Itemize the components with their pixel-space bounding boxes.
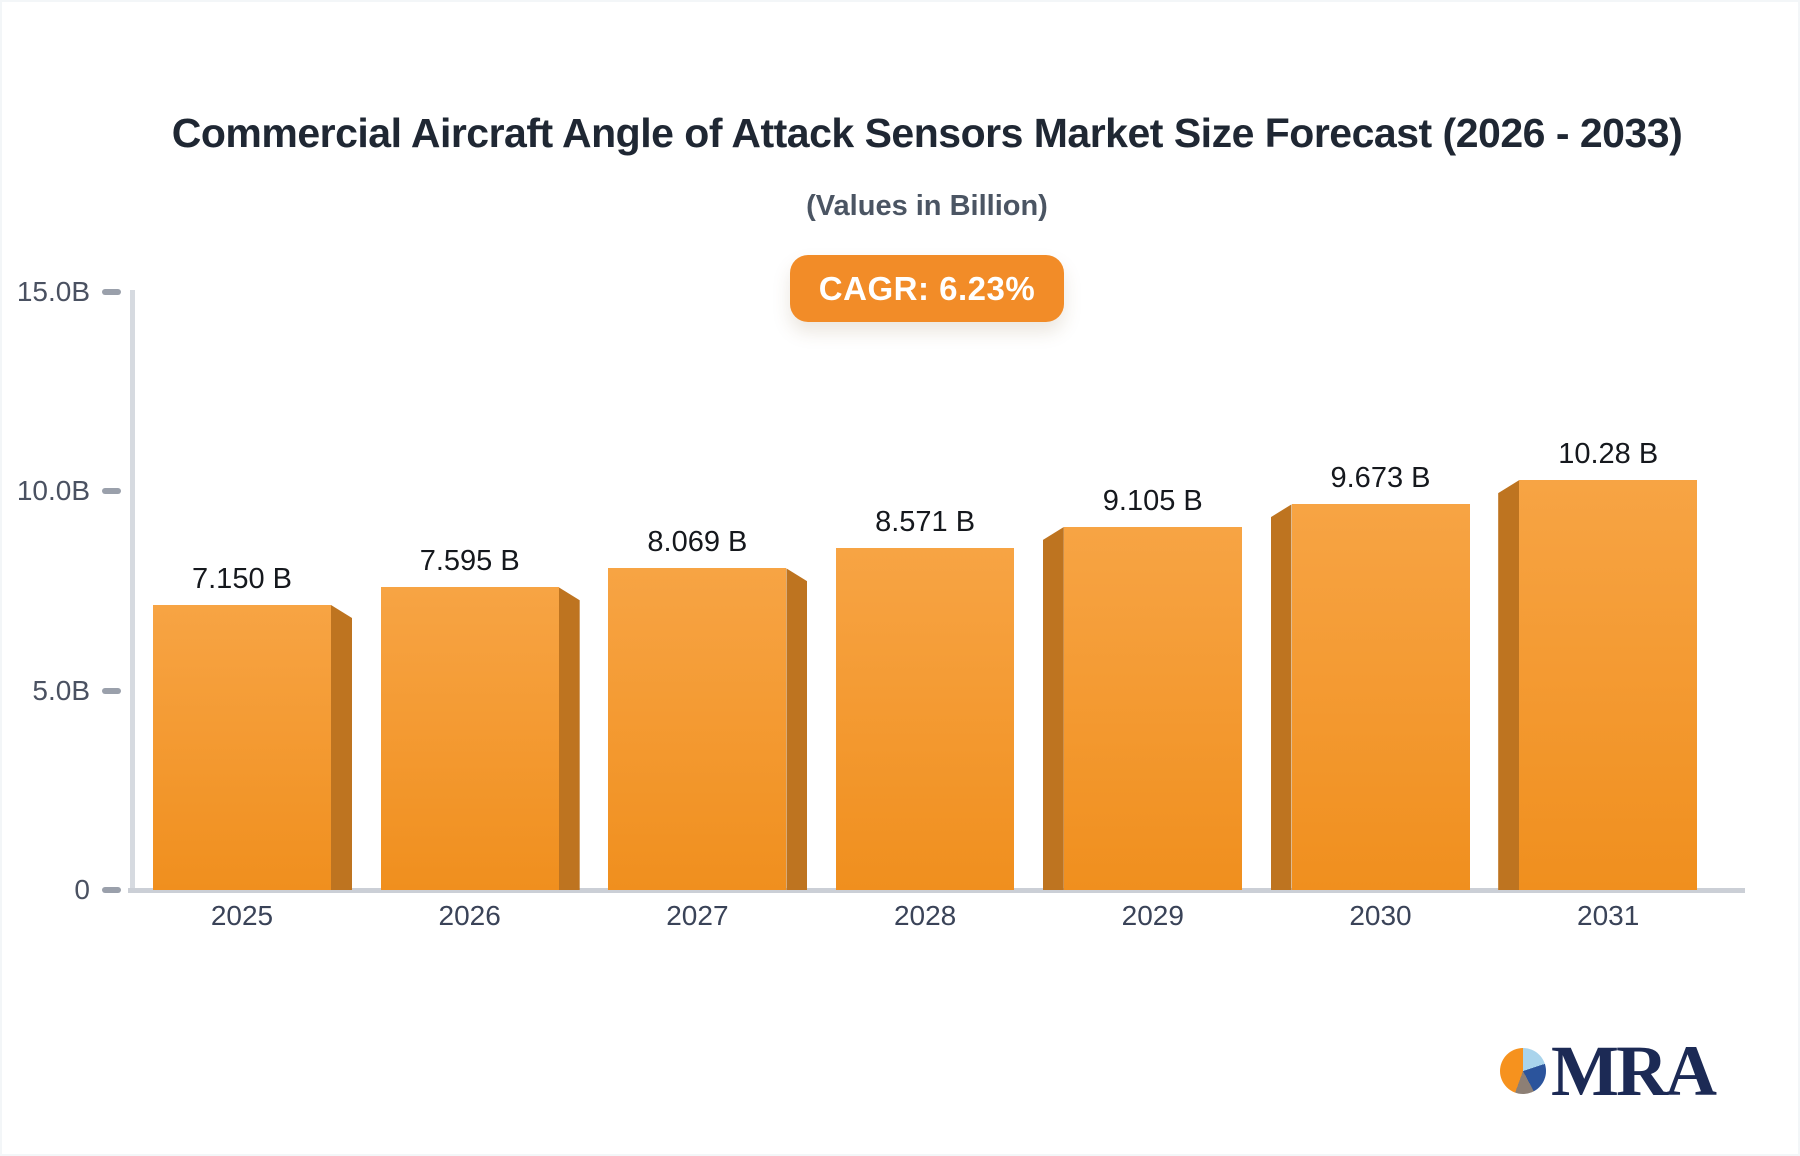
y-tick-label: 15.0B [16, 276, 90, 307]
logo-text: MRA [1551, 1031, 1717, 1111]
bar-3d-side [1498, 480, 1520, 890]
bar-3d-side [786, 568, 808, 890]
bar-value-label: 9.673 B [1330, 462, 1431, 495]
bar-3d-side [1042, 527, 1064, 890]
bar-value-label: 7.150 B [192, 562, 292, 595]
x-tick-label: 2025 [210, 900, 274, 931]
x-tick-label: 2030 [1349, 900, 1412, 931]
bar-value-label: 9.105 B [1102, 485, 1203, 517]
x-tick-label: 2031 [1577, 900, 1640, 931]
y-axis-line [130, 290, 135, 890]
mra-logo: MRA [1500, 1031, 1717, 1111]
bar-3d-side [331, 604, 352, 890]
x-tick-label: 2029 [1121, 900, 1184, 931]
x-axis-line [128, 888, 1745, 893]
y-tick-label: 0 [74, 874, 90, 905]
bar-2031[interactable] [1519, 480, 1698, 890]
pie-chart-logo-icon [1500, 1048, 1546, 1094]
cagr-badge: CAGR: 6.23% [790, 255, 1064, 322]
y-tick-mark [102, 488, 121, 495]
cagr-badge-label: CAGR: 6.23% [818, 269, 1036, 307]
bar-2025[interactable] [153, 604, 331, 890]
bar-2027[interactable] [608, 568, 787, 890]
x-tick-label: 2027 [666, 900, 729, 931]
bar-2029[interactable] [1063, 527, 1242, 890]
chart-title: Commercial Aircraft Angle of Attack Sens… [171, 110, 1683, 156]
bar-value-label: 8.069 B [647, 526, 748, 559]
bar-value-label: 7.595 B [419, 545, 520, 578]
y-tick-label: 10.0B [16, 475, 90, 507]
y-tick-mark [102, 687, 121, 694]
chart-subtitle: (Values in Billion) [806, 190, 1048, 222]
bar-value-label: 10.28 B [1558, 438, 1659, 471]
bar-3d-side [558, 587, 580, 890]
y-tick-label: 5.0B [32, 674, 90, 706]
bar-value-label: 8.571 B [875, 506, 976, 539]
x-tick-label: 2026 [438, 900, 501, 931]
y-tick-mark [102, 887, 121, 893]
x-tick-label: 2028 [893, 900, 957, 931]
bar-3d-side [1270, 504, 1292, 890]
bar-2028[interactable] [836, 548, 1015, 890]
bar-2026[interactable] [380, 587, 559, 890]
bar-2030[interactable] [1291, 504, 1470, 890]
y-tick-mark [102, 289, 121, 295]
